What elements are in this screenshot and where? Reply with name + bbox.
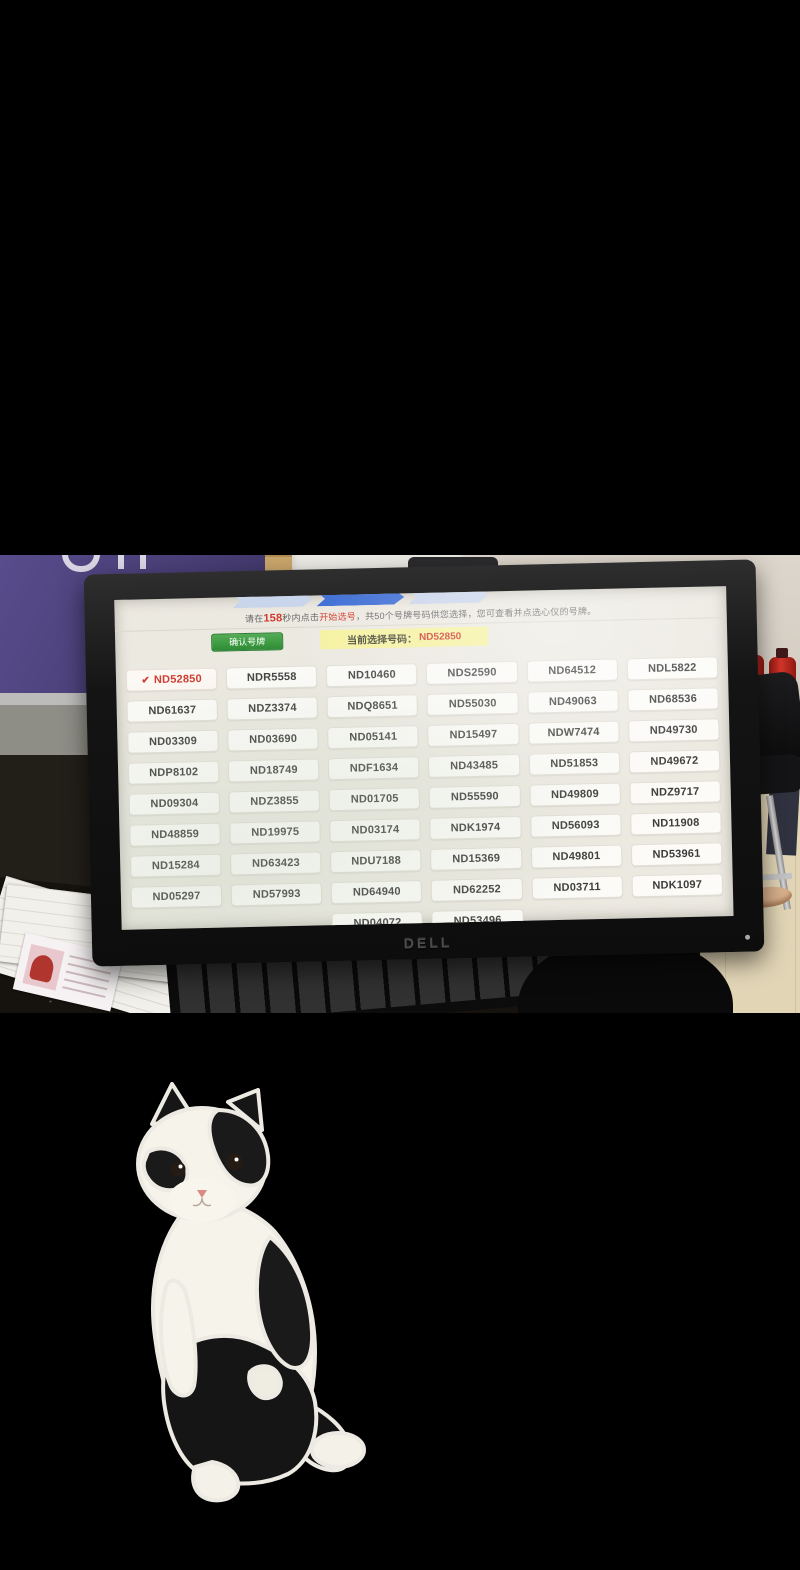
cat-right-eye xyxy=(225,1153,243,1171)
plate-cell[interactable]: ND09304 xyxy=(128,791,221,816)
plate-cell[interactable]: NDF1634 xyxy=(328,756,420,781)
plate-cell[interactable]: NDL5822 xyxy=(626,656,719,681)
plate-cell[interactable]: ND03309 xyxy=(127,729,219,754)
plate-cell[interactable]: ND55030 xyxy=(426,691,519,716)
plate-cell[interactable]: ND03174 xyxy=(329,818,422,843)
plate-cell[interactable]: ND10460 xyxy=(326,663,418,688)
plate-cell[interactable]: ND49801 xyxy=(530,844,623,869)
plate-cell[interactable]: ND48859 xyxy=(129,822,221,847)
current-selection-label: 当前选择号码： xyxy=(346,634,418,647)
cat-black-shoulder xyxy=(254,1235,315,1370)
confirm-plate-button[interactable]: 确认号牌 xyxy=(211,632,284,652)
plate-cell[interactable]: ND11908 xyxy=(630,811,722,836)
plate-cell[interactable]: ND01705 xyxy=(328,787,421,812)
timer-text: 秒内点击 xyxy=(282,612,320,624)
plate-cell[interactable]: ND61637 xyxy=(126,698,219,723)
plate-cell[interactable]: ND18749 xyxy=(228,758,320,783)
plate-cell[interactable]: ND15284 xyxy=(130,853,222,878)
plate-cell[interactable]: NDR5558 xyxy=(225,665,318,690)
cat-eye-glint xyxy=(234,1157,239,1162)
current-selection: 当前选择号码： ND52850 xyxy=(319,626,489,650)
timer-action: 开始选号 xyxy=(319,611,357,623)
plate-cell[interactable]: ND49672 xyxy=(628,749,721,774)
current-selection-value: ND52850 xyxy=(418,631,462,644)
cat-right-front-paw xyxy=(247,1364,283,1401)
check-icon: ✔ xyxy=(141,674,151,686)
stepper-segment xyxy=(232,591,312,608)
plate-cell[interactable]: ND57993 xyxy=(230,882,323,907)
timer-text: 请在 xyxy=(244,613,264,625)
plate-cell[interactable]: ND53961 xyxy=(630,842,723,867)
cat-cutout xyxy=(136,1082,366,1503)
timer-seconds: 158 xyxy=(263,612,283,625)
plate-cell[interactable]: NDK1974 xyxy=(429,815,522,840)
plate-cell[interactable]: ND19975 xyxy=(229,820,322,845)
cat-right-face-patch xyxy=(207,1108,271,1188)
plate-cell[interactable]: NDP8102 xyxy=(127,760,220,785)
power-button[interactable] xyxy=(744,934,751,940)
plate-cell[interactable]: NDZ3855 xyxy=(228,789,321,814)
dell-monitor: 请在158秒内点击开始选号，共50个号牌号码供您选择，您可查看并点选心仪的号牌。… xyxy=(83,559,765,967)
plate-cell[interactable]: ND53496 xyxy=(431,908,524,930)
timer-text: ，共50个号牌号码供您选择，您可查看并点选心仪的号牌。 xyxy=(355,606,597,622)
cat-left-hind-foot xyxy=(191,1460,241,1503)
monitor-screen: 请在158秒内点击开始选号，共50个号牌号码供您选择，您可查看并点选心仪的号牌。… xyxy=(114,586,734,930)
wall-signage-fragment xyxy=(62,555,100,572)
plate-cell[interactable]: ND04072 xyxy=(331,911,424,930)
plate-cell[interactable]: ND55590 xyxy=(429,784,521,809)
plate-cell[interactable]: ND43485 xyxy=(428,753,520,778)
plate-cell[interactable]: ND15369 xyxy=(430,846,523,871)
plate-cell[interactable]: NDQ8651 xyxy=(326,694,419,719)
plate-cell[interactable]: ND15497 xyxy=(427,722,520,747)
plate-grid: ✔ ND52850 NDR5558 ND10460 NDS2590 ND64512 NDL5… xyxy=(125,656,724,930)
plate-cell[interactable]: ND49063 xyxy=(527,689,619,714)
plate-cell[interactable]: ND64940 xyxy=(331,880,423,905)
cat-left-eye xyxy=(170,1161,186,1177)
plate-cell[interactable]: ND49809 xyxy=(529,782,621,807)
plate-cell[interactable]: ND68536 xyxy=(627,687,719,712)
plate-cell[interactable]: ND64512 xyxy=(526,658,619,683)
plate-cell[interactable]: ND49730 xyxy=(627,718,720,743)
stepper-segment-active xyxy=(316,589,404,606)
cat-mouth xyxy=(192,1197,212,1207)
progress-stepper xyxy=(232,588,488,609)
cat-left-front-leg xyxy=(159,1278,198,1398)
plate-cell[interactable]: NDW7474 xyxy=(527,720,620,745)
plate-cell[interactable]: ND05297 xyxy=(130,884,223,909)
wall-signage-fragment xyxy=(118,555,146,569)
plate-cell[interactable]: NDU7188 xyxy=(330,849,422,874)
office-photo: 请在158秒内点击开始选号，共50个号牌号码供您选择，您可查看并点选心仪的号牌。… xyxy=(0,555,800,1013)
plate-cell[interactable]: ND03711 xyxy=(531,875,623,900)
stepper-segment xyxy=(408,588,488,605)
cat-eye-glint xyxy=(178,1164,183,1169)
plate-cell[interactable]: NDS2590 xyxy=(426,660,518,685)
plate-cell[interactable]: ND62252 xyxy=(431,877,523,902)
plate-cell[interactable]: ND51853 xyxy=(528,751,621,776)
plate-cell[interactable]: NDK1097 xyxy=(631,873,724,898)
plate-cell[interactable]: ND05141 xyxy=(327,725,420,750)
cat-right-foot xyxy=(310,1431,366,1469)
plate-cell[interactable]: ND56093 xyxy=(529,813,622,838)
plate-cell[interactable]: NDZ9717 xyxy=(629,780,721,805)
plate-cell[interactable]: NDZ3374 xyxy=(226,696,319,721)
plate-cell[interactable]: ND03690 xyxy=(227,727,319,752)
plate-cell[interactable]: ND63423 xyxy=(230,851,322,876)
plate-cell[interactable]: ✔ ND52850 xyxy=(125,667,218,692)
cat-nose xyxy=(197,1190,207,1198)
